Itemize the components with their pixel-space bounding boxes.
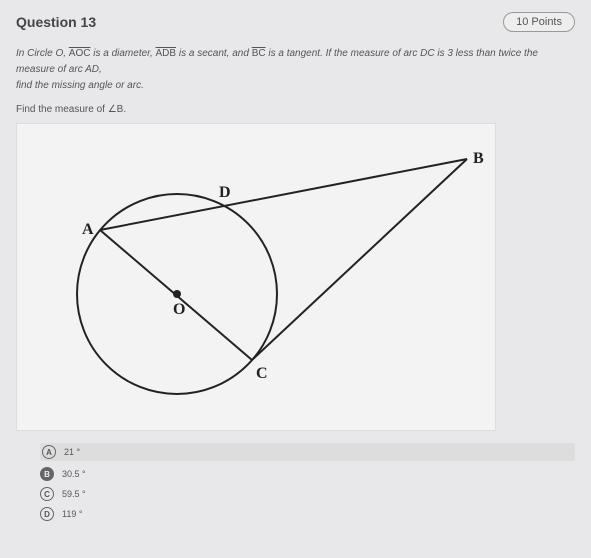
- points-badge: 10 Points: [503, 12, 575, 32]
- svg-text:A: A: [82, 221, 94, 238]
- answer-option-d[interactable]: D 119 °: [40, 507, 575, 521]
- segment-adb: ADB: [156, 48, 177, 59]
- segment-bc: BC: [252, 48, 266, 59]
- svg-text:O: O: [173, 301, 185, 318]
- answer-option-c[interactable]: C 59.5 °: [40, 487, 575, 501]
- diagram-svg: A D B O C: [17, 124, 497, 432]
- problem-text: In Circle O, AOC is a diameter, ADB is a…: [16, 46, 575, 94]
- answer-options: A 21 ° B 30.5 ° C 59.5 ° D 119 °: [16, 443, 575, 521]
- option-value: 30.5 °: [62, 469, 86, 479]
- option-letter-icon: D: [40, 507, 54, 521]
- option-value: 59.5 °: [62, 489, 86, 499]
- option-value: 119 °: [62, 509, 82, 519]
- segment-aoc: AOC: [69, 48, 91, 59]
- answer-option-b[interactable]: B 30.5 °: [40, 467, 575, 481]
- text-part: In Circle O,: [16, 48, 69, 59]
- geometry-diagram: A D B O C: [16, 123, 496, 431]
- option-letter-icon: C: [40, 487, 54, 501]
- option-letter-icon: B: [40, 467, 54, 481]
- option-letter-icon: A: [42, 445, 56, 459]
- text-part: find the missing angle or arc.: [16, 80, 144, 91]
- question-title: Question 13: [16, 14, 96, 30]
- text-part: is a diameter,: [93, 48, 155, 59]
- svg-text:C: C: [256, 365, 268, 382]
- svg-text:B: B: [473, 150, 484, 167]
- find-line: Find the measure of ∠B.: [16, 104, 575, 115]
- answer-option-a[interactable]: A 21 °: [42, 445, 80, 459]
- text-part: is a secant, and: [179, 48, 252, 59]
- svg-text:D: D: [219, 184, 231, 201]
- option-value: 21 °: [64, 447, 80, 457]
